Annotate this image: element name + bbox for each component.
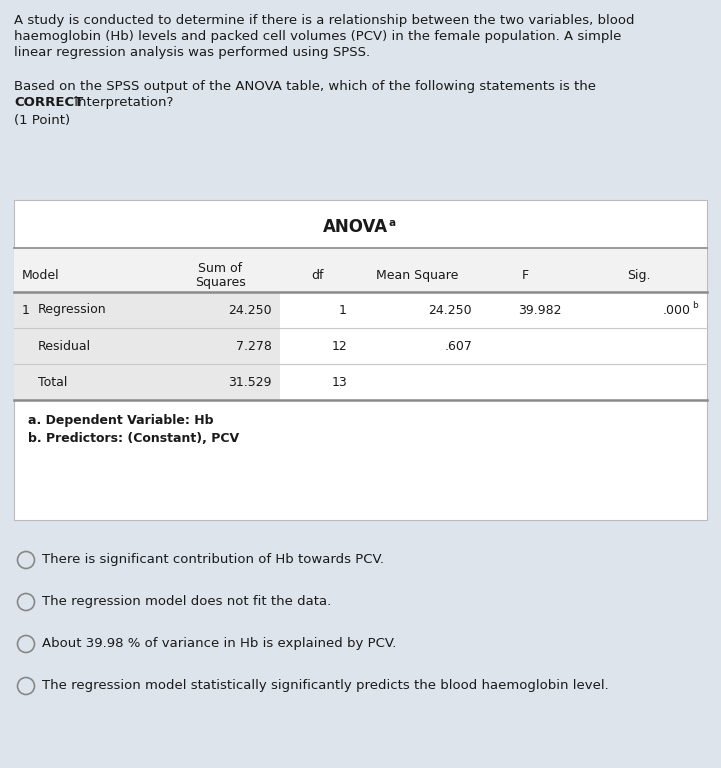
Text: 13: 13: [331, 376, 347, 389]
Text: 39.982: 39.982: [518, 303, 562, 316]
Text: The regression model statistically significantly predicts the blood haemoglobin : The regression model statistically signi…: [43, 680, 609, 693]
Text: .000: .000: [663, 303, 691, 316]
Text: Sum of: Sum of: [198, 262, 242, 275]
Text: 1: 1: [339, 303, 347, 316]
Text: linear regression analysis was performed using SPSS.: linear regression analysis was performed…: [14, 46, 370, 59]
Text: b: b: [692, 302, 698, 310]
Text: About 39.98 % of variance in Hb is explained by PCV.: About 39.98 % of variance in Hb is expla…: [43, 637, 397, 650]
Text: a. Dependent Variable: Hb: a. Dependent Variable: Hb: [28, 414, 213, 427]
Text: There is significant contribution of Hb towards PCV.: There is significant contribution of Hb …: [43, 554, 384, 567]
Text: 1: 1: [22, 303, 30, 316]
Text: A study is conducted to determine if there is a relationship between the two var: A study is conducted to determine if the…: [14, 14, 634, 27]
Text: a: a: [389, 218, 396, 228]
Bar: [14, 328, 280, 364]
Text: ANOVA: ANOVA: [323, 218, 388, 236]
Text: 24.250: 24.250: [229, 303, 272, 316]
Text: b. Predictors: (Constant), PCV: b. Predictors: (Constant), PCV: [28, 432, 239, 445]
Text: Regression: Regression: [38, 303, 107, 316]
Text: CORRECT: CORRECT: [14, 96, 83, 109]
Bar: [0, 0, 721, 195]
Bar: [14, 248, 707, 292]
Text: df: df: [311, 269, 324, 282]
Text: Squares: Squares: [195, 276, 245, 289]
Text: Total: Total: [38, 376, 67, 389]
Text: Residual: Residual: [38, 339, 91, 353]
Text: 12: 12: [331, 339, 347, 353]
Text: (1 Point): (1 Point): [14, 114, 70, 127]
Bar: [14, 364, 280, 400]
Text: 24.250: 24.250: [428, 303, 472, 316]
Text: F: F: [521, 269, 528, 282]
Bar: [14, 292, 280, 328]
Text: Based on the SPSS output of the ANOVA table, which of the following statements i: Based on the SPSS output of the ANOVA ta…: [14, 80, 596, 93]
Text: 31.529: 31.529: [229, 376, 272, 389]
Bar: [14, 200, 707, 520]
Text: 7.278: 7.278: [236, 339, 272, 353]
Text: The regression model does not fit the data.: The regression model does not fit the da…: [43, 595, 332, 608]
Text: interpretation?: interpretation?: [70, 96, 173, 109]
Text: Sig.: Sig.: [627, 269, 650, 282]
Text: Mean Square: Mean Square: [376, 269, 459, 282]
Text: Model: Model: [22, 269, 60, 282]
Text: .607: .607: [444, 339, 472, 353]
Text: haemoglobin (Hb) levels and packed cell volumes (PCV) in the female population. : haemoglobin (Hb) levels and packed cell …: [14, 30, 622, 43]
